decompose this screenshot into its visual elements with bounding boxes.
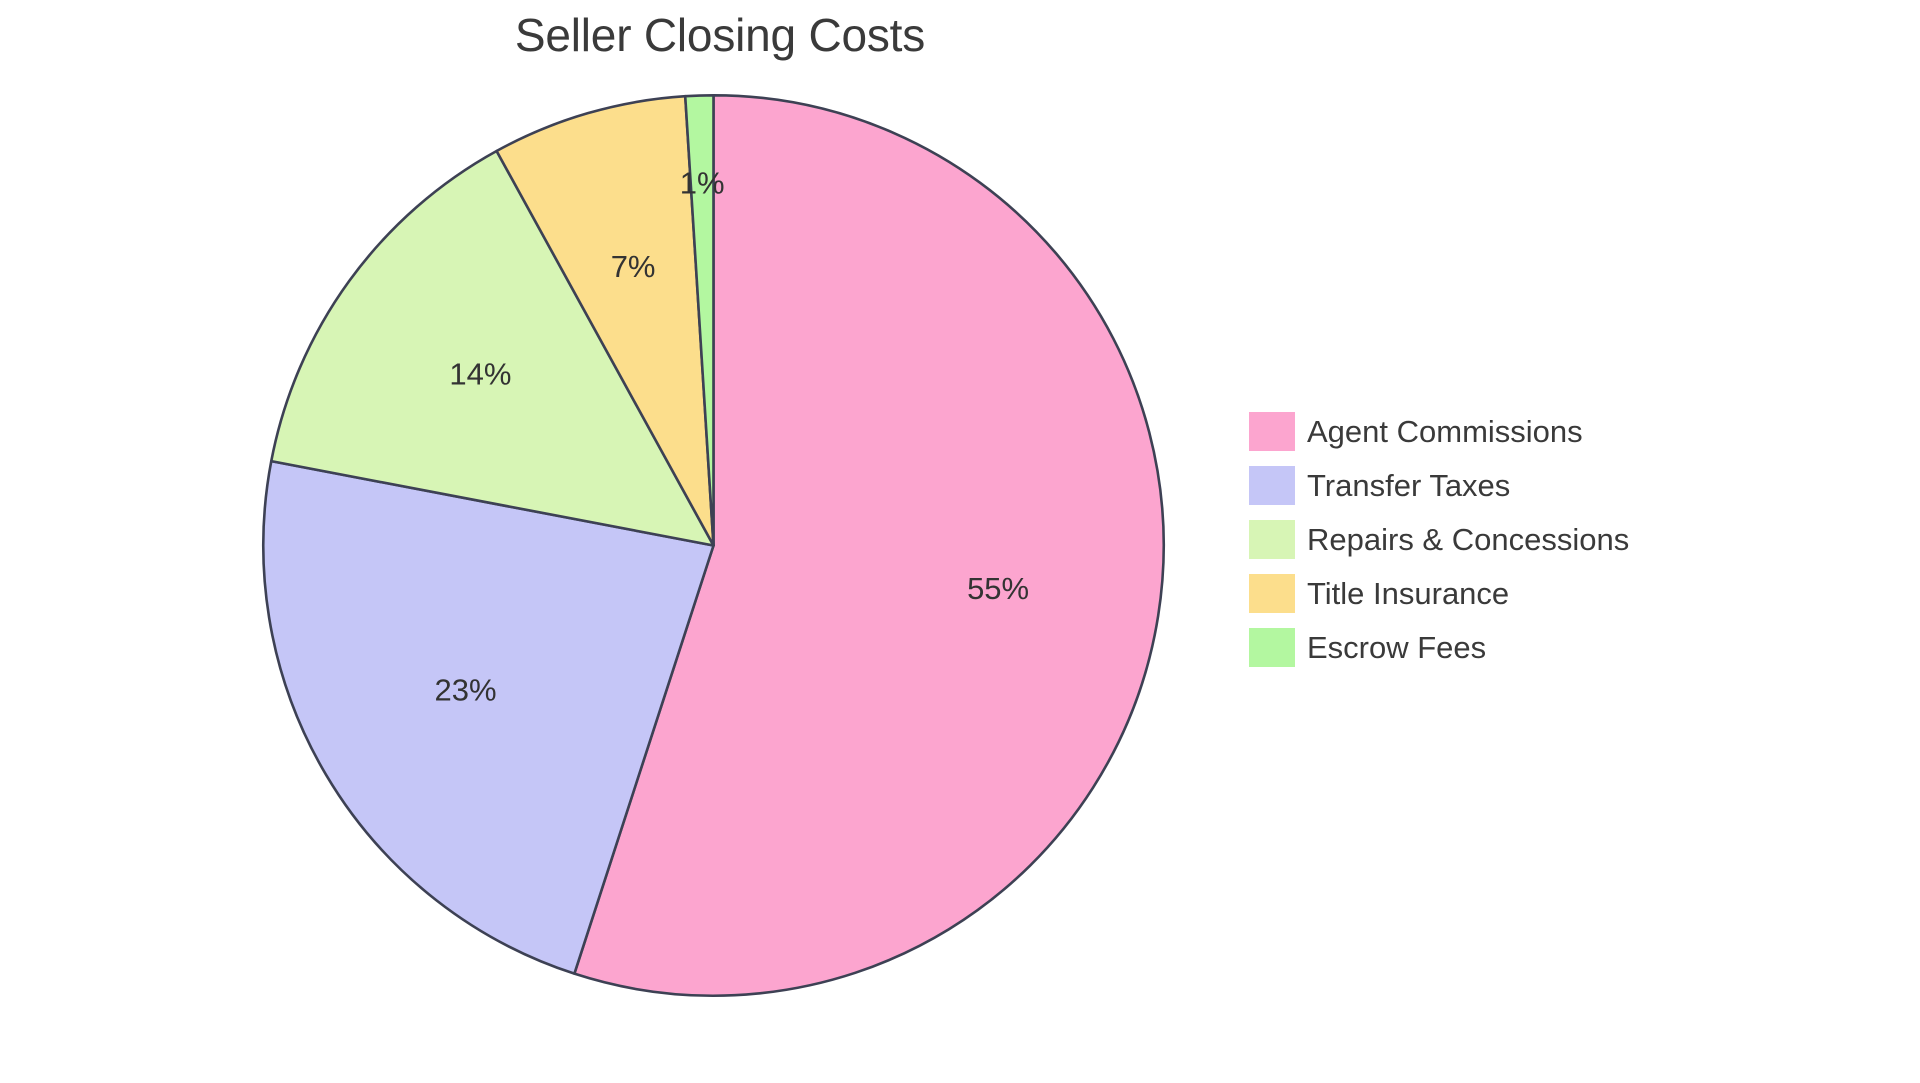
legend-item[interactable]: Transfer Taxes	[1249, 458, 1749, 512]
pie-slice-label: 55%	[967, 571, 1029, 606]
legend-item[interactable]: Escrow Fees	[1249, 620, 1749, 674]
legend-item[interactable]: Title Insurance	[1249, 566, 1749, 620]
legend-item-label: Escrow Fees	[1307, 629, 1487, 665]
pie-svg: 55% 23% 14% 7% 1%	[262, 94, 1165, 997]
pie-slice[interactable]	[683, 94, 715, 547]
pie-slice-label: 7%	[611, 249, 656, 284]
legend: Agent Commissions Transfer Taxes Repairs &…	[1249, 404, 1749, 674]
chart-title: Seller Closing Costs	[514, 9, 926, 61]
legend-item-label: Transfer Taxes	[1307, 467, 1511, 503]
legend-item[interactable]: Repairs & Concessions	[1249, 512, 1749, 566]
legend-item-label: Title Insurance	[1307, 575, 1510, 611]
pie-slice[interactable]	[573, 94, 1165, 997]
legend-item-label: Repairs & Concessions	[1307, 521, 1630, 557]
pie-plot-area: 55% 23% 14% 7% 1%	[261, 93, 1166, 998]
legend-color-swatch	[1249, 411, 1295, 451]
pie-slice-label: 23%	[434, 672, 496, 707]
pie-slice[interactable]	[495, 94, 715, 547]
pie-slice-label: 14%	[449, 356, 511, 391]
pie-slice-group	[262, 94, 1165, 997]
pie-slice-label-group: 55% 23% 14% 7% 1%	[434, 166, 1029, 708]
pie-slice-label: 1%	[680, 166, 725, 201]
legend-color-swatch	[1249, 465, 1295, 505]
legend-color-swatch	[1249, 627, 1295, 667]
pie-slice[interactable]	[269, 149, 715, 547]
legend-color-swatch	[1249, 573, 1295, 613]
legend-color-swatch	[1249, 519, 1295, 559]
legend-item[interactable]: Agent Commissions	[1249, 404, 1749, 458]
pie-slice[interactable]	[262, 459, 715, 975]
legend-item-label: Agent Commissions	[1307, 413, 1583, 449]
